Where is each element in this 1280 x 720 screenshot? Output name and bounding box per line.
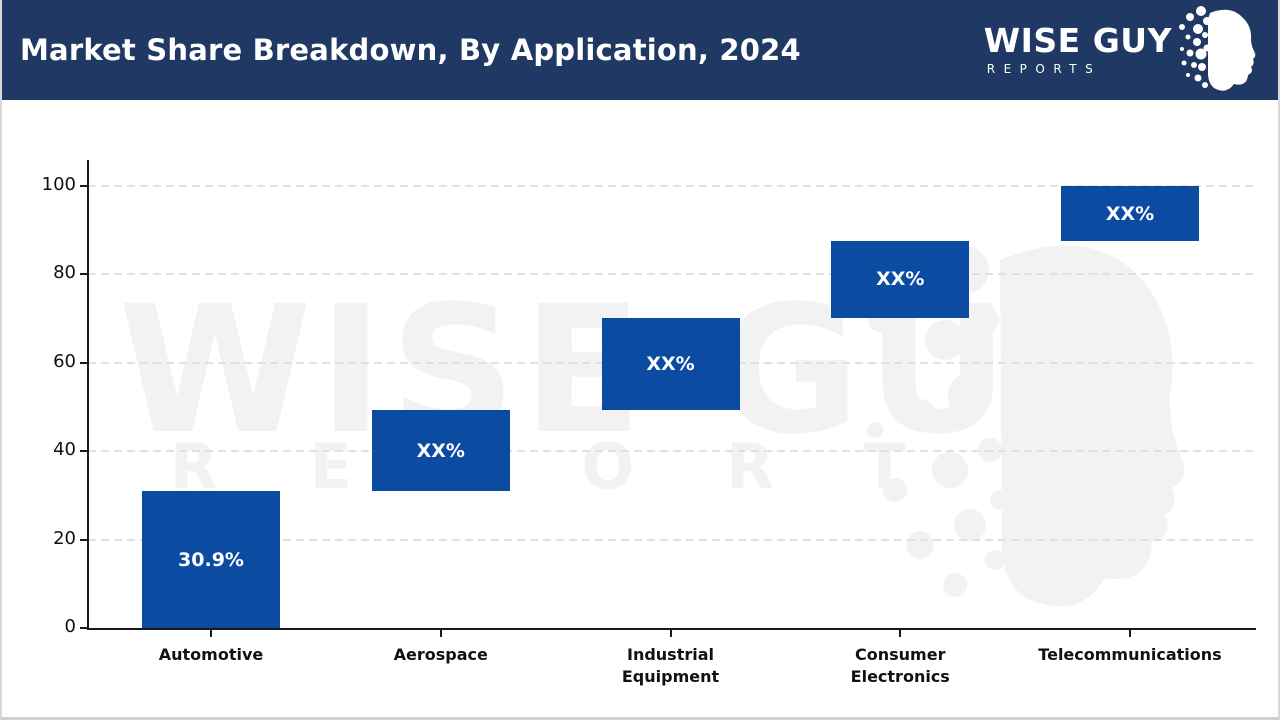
x-axis-tick <box>439 630 442 637</box>
x-axis-line <box>87 628 1256 630</box>
chart-area: WISE GUY REPORTS 0 20 40 60 80 100 30.9% Automo… <box>0 100 1280 720</box>
logo-subtitle: REPORTS <box>986 62 1102 76</box>
bar-value-label: 30.9% <box>178 548 244 571</box>
y-axis-tick <box>80 273 88 276</box>
y-axis-tick-label: 20 <box>53 527 76 549</box>
gridline-20 <box>88 538 1253 541</box>
x-axis-category-label: Industrial Equipment <box>621 645 720 686</box>
x-axis-tick <box>899 630 902 637</box>
x-axis-category-label: Consumer Electronics <box>850 645 950 686</box>
gridline-100 <box>88 185 1253 187</box>
page-title: Market Share Breakdown, By Application, … <box>20 33 801 67</box>
bar-value-label: XX% <box>646 352 695 375</box>
y-axis-tick <box>80 185 88 187</box>
header: Market Share Breakdown, By Application, … <box>0 0 1280 100</box>
x-axis-tick <box>1129 630 1131 637</box>
bar-telecommunications: XX% <box>1061 186 1199 242</box>
bar-consumer-electronics: XX% <box>831 241 970 318</box>
wiseguy-logo: WISE GUY REPORTS <box>984 5 1262 95</box>
x-axis-category-label: Telecommunications <box>1038 645 1222 664</box>
bar-automotive: 30.9% <box>142 491 280 628</box>
y-axis-tick-label: 60 <box>53 350 76 372</box>
y-axis-tick <box>80 538 88 541</box>
bar-aerospace: XX% <box>371 410 510 492</box>
y-axis-tick <box>80 450 88 453</box>
bar-value-label: XX% <box>876 268 925 291</box>
gridline-80 <box>88 273 1253 276</box>
x-axis-tick <box>210 630 212 637</box>
x-axis-category-label: Automotive <box>158 645 264 664</box>
y-axis-tick <box>80 361 88 364</box>
logo-wordmark: WISE GUY <box>983 21 1172 60</box>
logo-head-icon <box>1179 6 1256 91</box>
y-axis-tick-label: 0 <box>64 616 76 637</box>
y-axis-tick <box>80 627 88 629</box>
y-axis-tick-label: 40 <box>53 439 76 461</box>
y-axis-tick-label: 100 <box>41 174 76 195</box>
bar-value-label: XX% <box>416 439 465 462</box>
bar-industrial-equipment: XX% <box>601 317 740 411</box>
x-axis-tick <box>669 630 672 637</box>
y-axis-line <box>87 160 89 630</box>
x-axis-category-label: Aerospace <box>393 645 488 664</box>
bar-value-label: XX% <box>1105 202 1155 225</box>
gridline-40 <box>88 450 1253 453</box>
logo-text: WISE GUY REPORTS <box>984 24 1172 76</box>
y-axis-tick-label: 80 <box>53 262 76 284</box>
